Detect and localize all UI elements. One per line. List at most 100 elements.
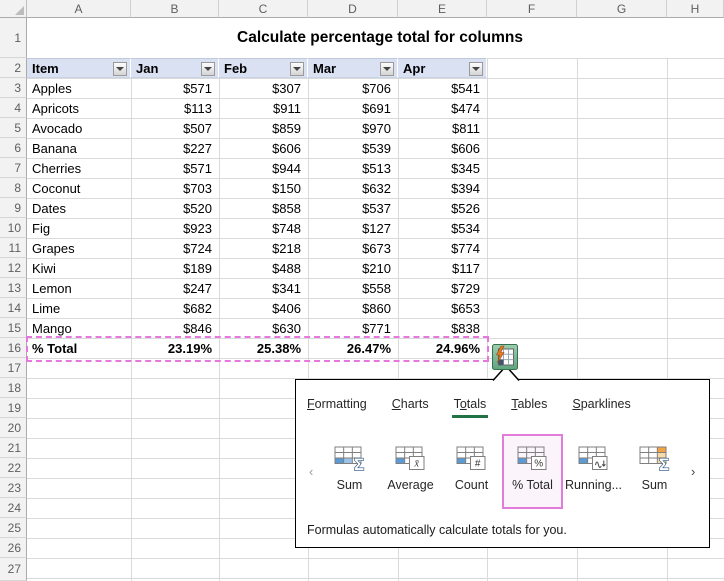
column-header-B[interactable]: B [131,0,219,18]
cell-D13[interactable]: $558 [362,280,391,296]
cell-B8[interactable]: $703 [183,180,212,196]
filter-dropdown-icon-mar[interactable] [380,62,394,76]
row-header-7[interactable]: 7 [0,158,27,178]
row-header-2[interactable]: 2 [0,58,27,78]
cell-A11[interactable]: Grapes [32,240,75,256]
cell-B11[interactable]: $724 [183,240,212,256]
cell-D15[interactable]: $771 [362,320,391,336]
row-header-12[interactable]: 12 [0,258,27,278]
cell-D5[interactable]: $970 [362,120,391,136]
column-header-C[interactable]: C [219,0,308,18]
column-header-E[interactable]: E [398,0,487,18]
cell-D11[interactable]: $673 [362,240,391,256]
cell-C7[interactable]: $944 [272,160,301,176]
cell-A7[interactable]: Cherries [32,160,82,176]
cell-E15[interactable]: $838 [451,320,480,336]
cell-A5[interactable]: Avocado [32,120,83,136]
cell-D10[interactable]: $127 [362,220,391,236]
row-header-3[interactable]: 3 [0,78,27,98]
row-header-16[interactable]: 16 [0,338,27,358]
cell-C10[interactable]: $748 [272,220,301,236]
cell-B9[interactable]: $520 [183,200,212,216]
row-header-14[interactable]: 14 [0,298,27,318]
scroll-left-chevron-icon[interactable]: ‹ [309,464,314,479]
scroll-right-chevron-icon[interactable]: › [691,464,696,479]
cell-E12[interactable]: $117 [452,260,480,276]
cell-A10[interactable]: Fig [32,220,51,236]
row-header-23[interactable]: 23 [0,478,27,498]
cell-C14[interactable]: $406 [272,300,301,316]
header-cell-apr[interactable]: Apr [398,58,487,78]
qa-item-average[interactable]: x̄ Average [380,434,441,509]
qa-item-count[interactable]: # Count [441,434,502,509]
cell-C15[interactable]: $630 [272,320,301,336]
row-header-25[interactable]: 25 [0,518,27,538]
cell-A8[interactable]: Coconut [32,180,81,196]
row-header-19[interactable]: 19 [0,398,27,418]
cell-C3[interactable]: $307 [272,80,301,96]
cell-E3[interactable]: $541 [451,80,480,96]
cell-E11[interactable]: $774 [451,240,480,256]
cell-C4[interactable]: $911 [273,100,301,116]
column-header-A[interactable]: A [27,0,131,18]
qa-item-sum-column[interactable]: Σ Sum [624,434,685,509]
header-cell-jan[interactable]: Jan [131,58,219,78]
row-header-22[interactable]: 22 [0,458,27,478]
row-header-18[interactable]: 18 [0,378,27,398]
cell-A14[interactable]: Lime [32,300,61,316]
header-cell-item[interactable]: Item [27,58,131,78]
cell-B12[interactable]: $189 [183,260,212,276]
cell-B6[interactable]: $227 [183,140,212,156]
row-header-13[interactable]: 13 [0,278,27,298]
quick-analysis-button[interactable] [492,344,518,370]
cell-E4[interactable]: $474 [451,100,480,116]
cell-A12[interactable]: Kiwi [32,260,56,276]
row-header-8[interactable]: 8 [0,178,27,198]
cell-E16[interactable]: 24.96% [435,340,480,356]
row-header-17[interactable]: 17 [0,358,27,378]
cell-C9[interactable]: $858 [272,200,301,216]
column-header-F[interactable]: F [487,0,577,18]
filter-dropdown-icon-item[interactable] [113,62,127,76]
cell-B3[interactable]: $571 [183,80,212,96]
cell-E5[interactable]: $811 [452,120,480,136]
cell-E8[interactable]: $394 [451,180,480,196]
cell-C6[interactable]: $606 [272,140,301,156]
cell-B15[interactable]: $846 [183,320,212,336]
row-header-15[interactable]: 15 [0,318,27,338]
cell-A9[interactable]: Dates [32,200,66,216]
cell-E6[interactable]: $606 [451,140,480,156]
cell-E7[interactable]: $345 [451,160,480,176]
cell-C11[interactable]: $218 [272,240,301,256]
row-header-26[interactable]: 26 [0,538,27,558]
column-header-H[interactable]: H [667,0,724,18]
cell-A15[interactable]: Mango [32,320,72,336]
cell-B13[interactable]: $247 [183,280,212,296]
row-header-24[interactable]: 24 [0,498,27,518]
cell-D14[interactable]: $860 [362,300,391,316]
cell-C16[interactable]: 25.38% [256,340,301,356]
header-cell-feb[interactable]: Feb [219,58,308,78]
cell-E13[interactable]: $729 [451,280,480,296]
qa-item-running-total[interactable]: Running... [563,434,624,509]
select-all-corner[interactable] [0,0,27,18]
cell-C5[interactable]: $859 [272,120,301,136]
cell-D9[interactable]: $537 [362,200,391,216]
row-header-11[interactable]: 11 [0,238,27,258]
cell-E9[interactable]: $526 [451,200,480,216]
qa-item-percent-total[interactable]: % % Total [502,434,563,509]
tab-totals[interactable]: Totals [451,397,489,418]
cell-B4[interactable]: $113 [184,100,212,116]
row-header-10[interactable]: 10 [0,218,27,238]
cell-A13[interactable]: Lemon [32,280,72,296]
row-header-20[interactable]: 20 [0,418,27,438]
cell-A16[interactable]: % Total [32,340,78,356]
row-header-9[interactable]: 9 [0,198,27,218]
cell-A3[interactable]: Apples [32,80,72,96]
row-header-5[interactable]: 5 [0,118,27,138]
cell-B16[interactable]: 23.19% [167,340,212,356]
tab-formatting[interactable]: Formatting [307,397,367,411]
row-header-4[interactable]: 4 [0,98,27,118]
qa-item-sum-row[interactable]: Σ Sum [319,434,380,509]
filter-dropdown-icon-jan[interactable] [201,62,215,76]
